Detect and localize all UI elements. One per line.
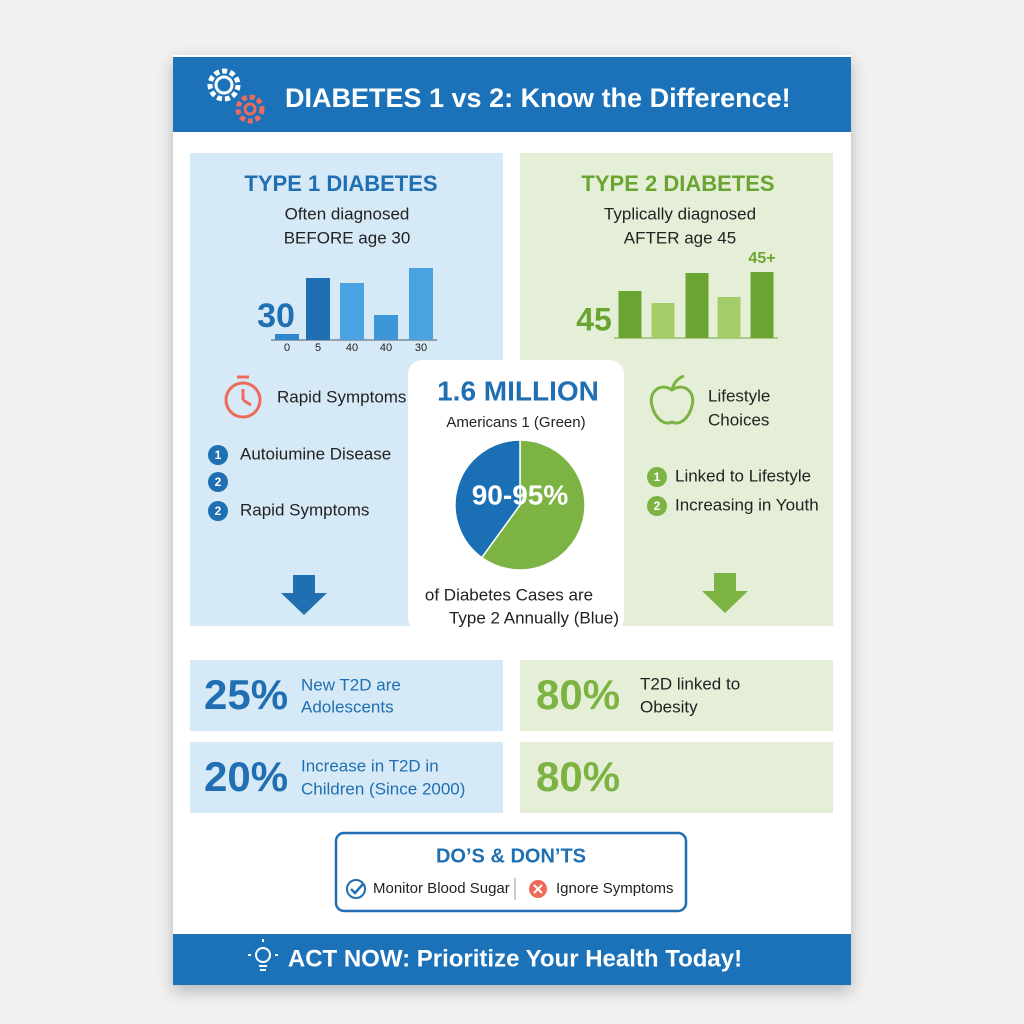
bar [409, 268, 433, 340]
stat-text: Adolescents [301, 697, 394, 716]
stat-value: 80% [536, 753, 620, 800]
pie-label: 90-95% [472, 479, 569, 510]
list-number: 2 [215, 504, 222, 518]
list-number: 1 [654, 470, 661, 484]
stat-text: New T2D are [301, 675, 401, 694]
list-text: Linked to Lifestyle [675, 466, 811, 485]
cross-icon [529, 880, 547, 898]
type2-chart-label: 45 [576, 301, 612, 337]
apple-icon [649, 374, 695, 425]
type2-subtitle: Typlically diagnosed [604, 204, 756, 223]
pie-slice [454, 439, 521, 559]
stat-text: T2D linked to [640, 674, 740, 693]
type1-chart: 0 5 40 40 30 [271, 268, 437, 354]
x-tick-label: 0 [284, 342, 290, 354]
bar [374, 315, 398, 340]
center-subline: Americans 1 (Green) [446, 414, 585, 431]
list-text: Autoiumine Disease [240, 444, 391, 463]
list-number: 2 [215, 475, 222, 489]
stat-value: 25% [204, 671, 288, 718]
x-tick-label: 30 [415, 342, 427, 354]
type1-subtitle: Often diagnosed [285, 204, 410, 223]
type2-subtitle: AFTER age 45 [624, 228, 736, 247]
bar [275, 334, 299, 340]
stat-value: 80% [536, 671, 620, 718]
type2-feature: Choices [708, 410, 769, 429]
center-headline: 1.6 MILLION [437, 375, 599, 406]
stat-box [190, 660, 503, 731]
bar [618, 291, 642, 338]
pie-slice [480, 439, 586, 571]
do-item: Monitor Blood Sugar [373, 880, 510, 897]
stat-text: Increase in T2D in [301, 756, 439, 775]
stat-box [190, 742, 503, 813]
bar [306, 278, 330, 340]
list-number: 1 [215, 448, 222, 462]
dos-box [334, 831, 688, 913]
type2-title: TYPE 2 DIABETES [581, 171, 774, 196]
type1-list: 1 Autoiumine Disease 2 2 Rapid Symptoms [208, 444, 391, 521]
type1-subtitle: BEFORE age 30 [284, 228, 411, 247]
dos-title: DO’S & DON’TS [436, 845, 586, 867]
type1-title: TYPE 1 DIABETES [244, 171, 437, 196]
list-text: Increasing in Youth [675, 495, 819, 514]
list-number: 2 [654, 499, 661, 513]
down-arrow [281, 575, 327, 615]
bar [685, 273, 709, 338]
center-caption: of Diabetes Cases are [425, 585, 593, 604]
stat-box [520, 660, 833, 731]
center-caption: Type 2 Annually (Blue) [449, 608, 619, 627]
bar [651, 303, 675, 338]
footer-text: ACT NOW: Prioritize Your Health Today! [288, 945, 742, 972]
bar [340, 283, 364, 340]
list-text: Rapid Symptoms [240, 500, 369, 519]
stopwatch-icon [224, 375, 262, 419]
stat-box [520, 742, 833, 813]
type2-chart [614, 272, 778, 339]
stat-value: 20% [204, 753, 288, 800]
pie-chart [454, 439, 586, 571]
header-title: DIABETES 1 vs 2: Know the Difference! [285, 83, 791, 113]
gear-icon [207, 68, 265, 124]
bar [750, 272, 774, 338]
x-tick-label: 40 [346, 342, 358, 354]
bar [717, 297, 741, 338]
down-arrow [702, 573, 748, 613]
type2-list: 1 Linked to Lifestyle 2 Increasing in Yo… [647, 466, 819, 516]
footer-bar [173, 934, 851, 985]
type1-chart-label: 30 [257, 297, 295, 335]
stat-text: Children (Since 2000) [301, 779, 465, 798]
check-icon [346, 879, 366, 899]
x-tick-label: 40 [380, 342, 392, 354]
type1-feature: Rapid Symptoms [277, 387, 406, 406]
dont-item: Ignore Symptoms [556, 880, 674, 897]
x-tick-label: 5 [315, 342, 321, 354]
header-bar [173, 57, 851, 132]
type2-feature: Lifestyle [708, 386, 770, 405]
type2-chart-highlight: 45+ [748, 250, 775, 267]
bulb-icon [248, 939, 278, 971]
stat-text: Obesity [640, 697, 698, 716]
